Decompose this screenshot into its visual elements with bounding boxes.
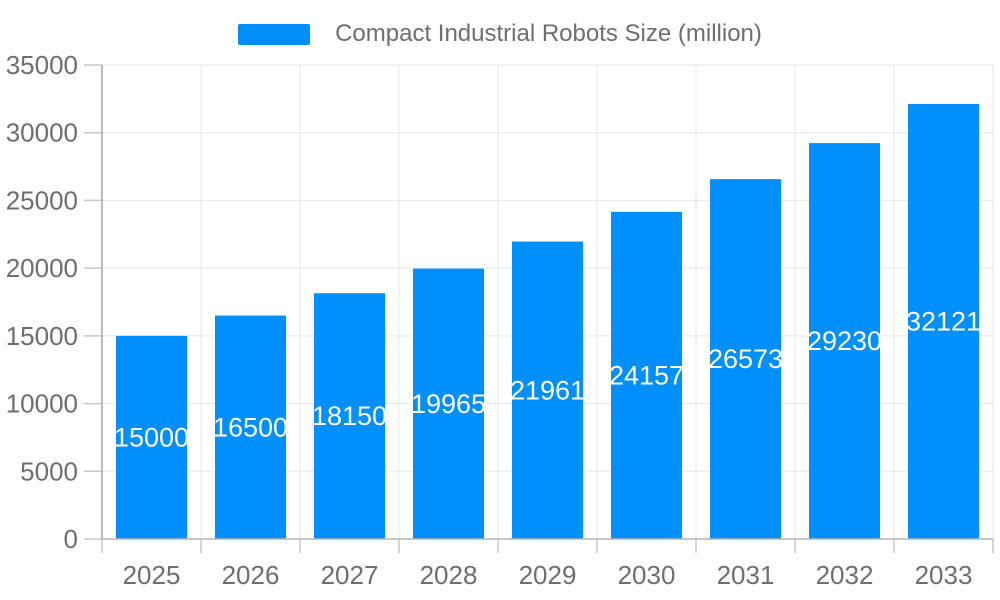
legend-swatch <box>238 23 311 45</box>
bar[interactable] <box>413 268 484 539</box>
bar[interactable] <box>215 315 286 539</box>
y-tick-label: 35000 <box>6 50 78 80</box>
y-tick-label: 0 <box>64 524 78 554</box>
y-tick-label: 5000 <box>20 456 78 486</box>
bar-value-label: 16500 <box>213 412 288 442</box>
bar-value-label: 24157 <box>609 360 684 390</box>
x-tick-label: 2026 <box>222 560 280 590</box>
x-tick-label: 2032 <box>816 560 874 590</box>
bar[interactable] <box>314 293 385 539</box>
x-tick-label: 2029 <box>519 560 577 590</box>
x-tick-label: 2025 <box>123 560 181 590</box>
y-tick-label: 15000 <box>6 321 78 351</box>
legend-label: Compact Industrial Robots Size (million) <box>335 20 762 47</box>
legend-item[interactable]: Compact Industrial Robots Size (million) <box>0 22 1000 46</box>
bar[interactable] <box>611 211 682 539</box>
y-tick-label: 25000 <box>6 185 78 215</box>
x-tick-label: 2031 <box>717 560 775 590</box>
y-tick-label: 20000 <box>6 253 78 283</box>
x-tick-label: 2030 <box>618 560 676 590</box>
x-tick-label: 2028 <box>420 560 478 590</box>
bar[interactable] <box>908 103 979 540</box>
bar-value-label: 19965 <box>411 389 486 419</box>
bar-value-label: 32121 <box>906 306 981 336</box>
bar[interactable] <box>116 335 187 539</box>
bar-value-label: 18150 <box>312 401 387 431</box>
y-tick-label: 30000 <box>6 118 78 148</box>
bar[interactable] <box>710 179 781 539</box>
bar-value-label: 29230 <box>807 326 882 356</box>
x-tick-label: 2033 <box>915 560 973 590</box>
x-tick-label: 2027 <box>321 560 379 590</box>
bar-value-label: 15000 <box>114 422 189 452</box>
bar[interactable] <box>809 143 880 540</box>
y-tick-label: 10000 <box>6 389 78 419</box>
bar-value-label: 26573 <box>708 344 783 374</box>
bar[interactable] <box>512 241 583 539</box>
bar-value-label: 21961 <box>510 375 585 405</box>
